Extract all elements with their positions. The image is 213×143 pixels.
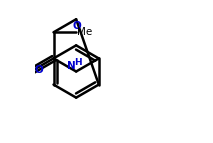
Text: O: O: [73, 21, 81, 31]
Text: O: O: [35, 65, 43, 75]
Text: N: N: [66, 61, 75, 71]
Text: Me: Me: [77, 27, 92, 37]
Text: H: H: [74, 58, 82, 67]
